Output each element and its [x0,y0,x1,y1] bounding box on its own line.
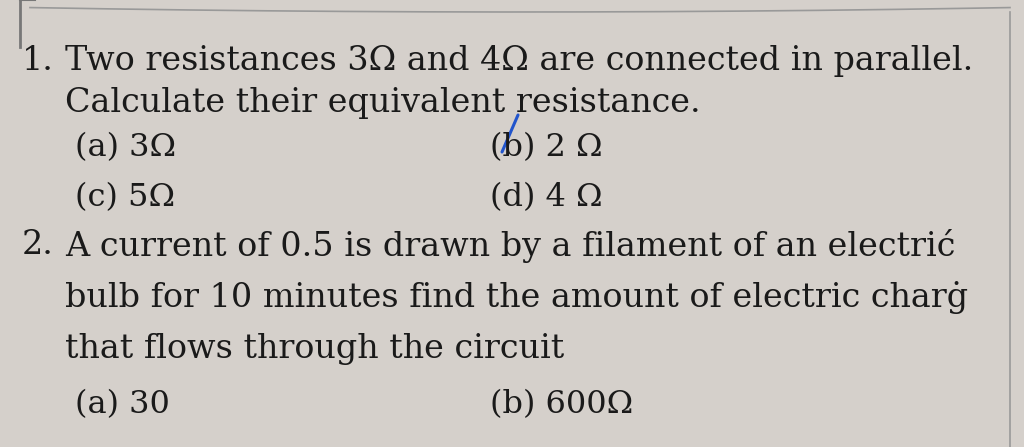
Text: Calculate their equivalent resistance.: Calculate their equivalent resistance. [65,87,700,119]
Text: 2.: 2. [22,229,54,261]
Text: A current of 0.5 is drawn by a filament of an electrić: A current of 0.5 is drawn by a filament … [65,229,955,263]
Text: (a) 3Ω: (a) 3Ω [75,132,176,163]
Text: Two resistances 3Ω and 4Ω are connected in parallel.: Two resistances 3Ω and 4Ω are connected … [65,45,973,77]
Text: 1.: 1. [22,45,54,77]
Text: (d) 4 Ω: (d) 4 Ω [490,182,602,213]
Text: that flows through the circuit: that flows through the circuit [65,333,564,365]
Text: bulb for 10 minutes find the amount of electric charġ: bulb for 10 minutes find the amount of e… [65,281,968,314]
Text: (a) 30: (a) 30 [75,389,170,420]
Text: (b) 2 Ω: (b) 2 Ω [490,132,602,163]
Text: (c) 5Ω: (c) 5Ω [75,182,175,213]
Text: (b) 600Ω: (b) 600Ω [490,389,633,420]
